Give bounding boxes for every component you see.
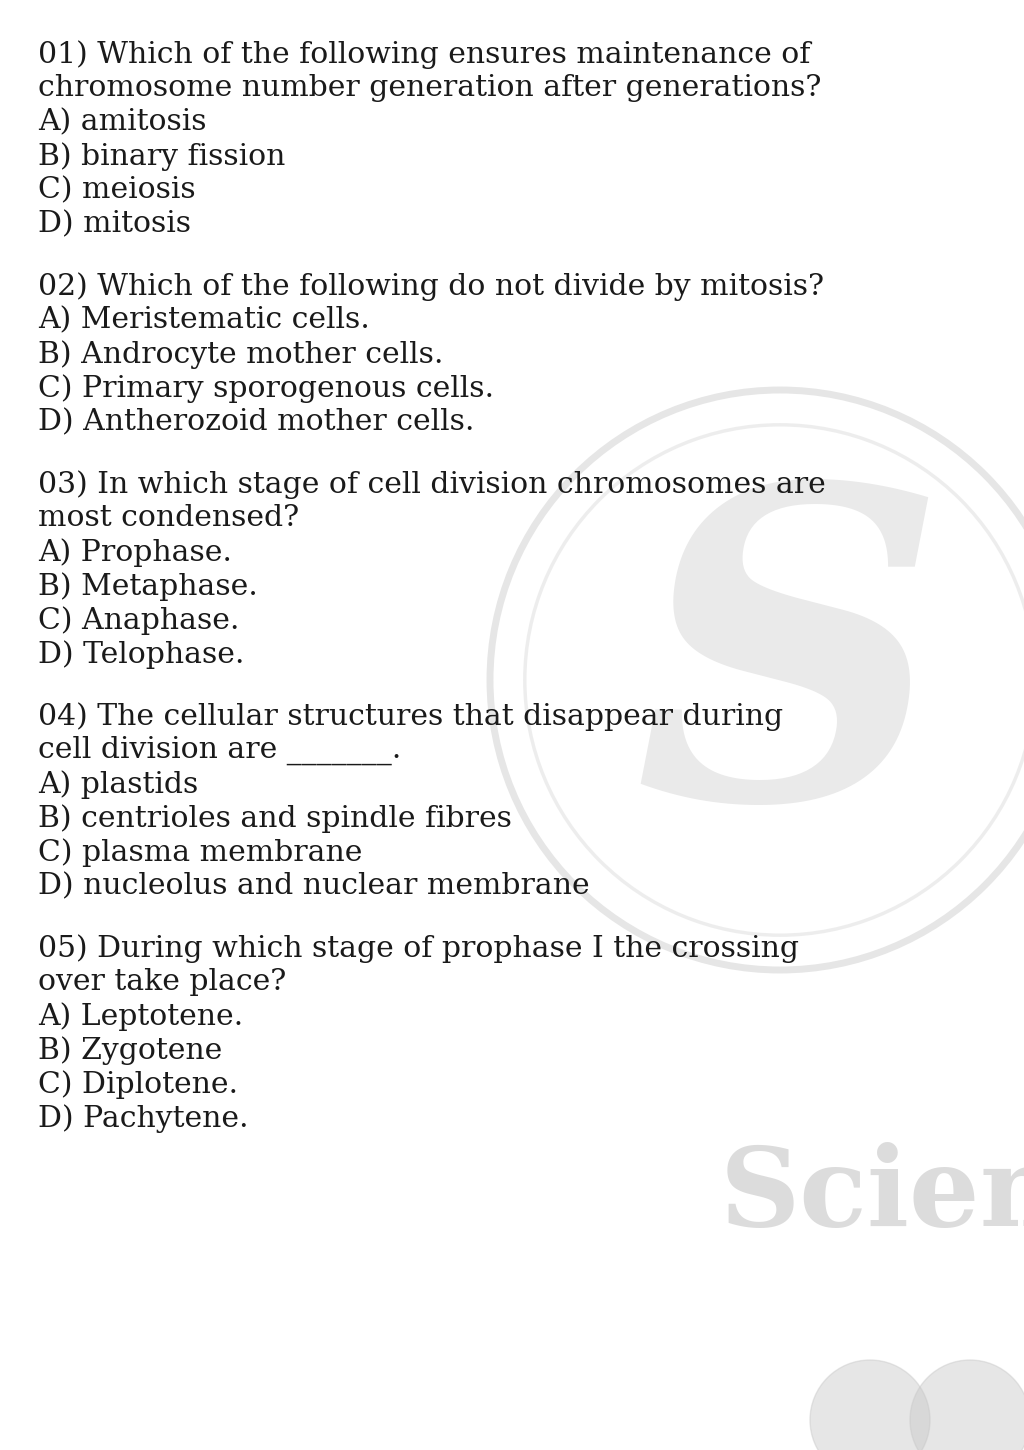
Text: 04) The cellular structures that disappear during: 04) The cellular structures that disappe… (38, 702, 783, 731)
Text: C) meiosis: C) meiosis (38, 175, 196, 204)
Text: B) centrioles and spindle fibres: B) centrioles and spindle fibres (38, 803, 512, 832)
Text: C) Diplotene.: C) Diplotene. (38, 1070, 238, 1099)
Text: D) Telophase.: D) Telophase. (38, 639, 245, 668)
Text: D) mitosis: D) mitosis (38, 210, 191, 238)
Text: 05) During which stage of prophase I the crossing: 05) During which stage of prophase I the… (38, 934, 799, 963)
Text: 03) In which stage of cell division chromosomes are: 03) In which stage of cell division chro… (38, 470, 825, 499)
Text: B) Metaphase.: B) Metaphase. (38, 571, 258, 600)
Text: most condensed?: most condensed? (38, 505, 299, 532)
Text: 02) Which of the following do not divide by mitosis?: 02) Which of the following do not divide… (38, 273, 824, 300)
Text: C) Anaphase.: C) Anaphase. (38, 606, 240, 635)
Text: A) plastids: A) plastids (38, 770, 199, 799)
Text: A) Leptotene.: A) Leptotene. (38, 1002, 243, 1031)
Text: 01) Which of the following ensures maintenance of: 01) Which of the following ensures maint… (38, 41, 810, 68)
Text: D) Antherozoid mother cells.: D) Antherozoid mother cells. (38, 407, 474, 436)
Circle shape (810, 1360, 930, 1450)
Text: B) Androcyte mother cells.: B) Androcyte mother cells. (38, 339, 443, 368)
Text: Science: Science (720, 1141, 1024, 1248)
Text: C) plasma membrane: C) plasma membrane (38, 838, 362, 867)
Text: D) nucleolus and nuclear membrane: D) nucleolus and nuclear membrane (38, 871, 590, 900)
Circle shape (910, 1360, 1024, 1450)
Text: over take place?: over take place? (38, 969, 287, 996)
Text: chromosome number generation after generations?: chromosome number generation after gener… (38, 74, 821, 102)
Text: S: S (635, 471, 945, 889)
Text: B) Zygotene: B) Zygotene (38, 1035, 222, 1064)
Text: A) amitosis: A) amitosis (38, 107, 207, 136)
Text: A) Meristematic cells.: A) Meristematic cells. (38, 306, 370, 334)
Text: cell division are _______.: cell division are _______. (38, 737, 401, 766)
Text: A) Prophase.: A) Prophase. (38, 538, 231, 567)
Text: D) Pachytene.: D) Pachytene. (38, 1103, 249, 1132)
Text: B) binary fission: B) binary fission (38, 142, 286, 171)
Text: C) Primary sporogenous cells.: C) Primary sporogenous cells. (38, 374, 494, 403)
